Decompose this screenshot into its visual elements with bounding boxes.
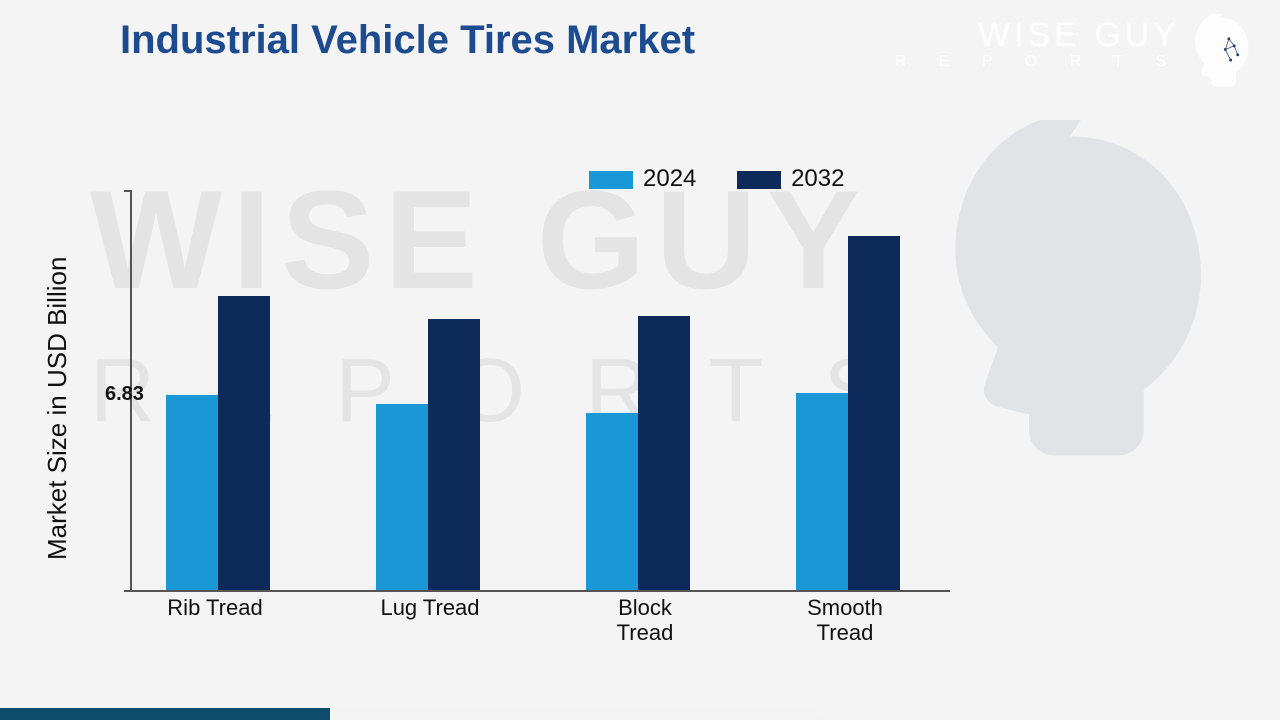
watermark-head-icon <box>900 120 1240 480</box>
bar-group <box>790 190 910 590</box>
bar-2032 <box>428 319 480 590</box>
bar-group <box>580 190 700 590</box>
bar-2032 <box>218 296 270 590</box>
legend-swatch-2032 <box>737 171 781 189</box>
chart-title: Industrial Vehicle Tires Market <box>120 18 695 63</box>
brand-logo: WISE GUY R E P O R T S <box>895 18 1250 70</box>
bar-value-label: 6.83 <box>105 383 144 406</box>
bar-2024 <box>166 395 218 590</box>
bar-2024 <box>796 393 848 590</box>
legend-label-2024: 2024 <box>643 165 696 192</box>
bar-2024 <box>376 404 428 590</box>
bar-group <box>370 190 490 590</box>
y-axis-label: Market Size in USD Billion <box>42 257 73 560</box>
bar-2032 <box>638 316 690 590</box>
y-tick <box>124 190 132 192</box>
bottom-accent <box>0 708 330 720</box>
legend-label-2032: 2032 <box>791 165 844 192</box>
category-label: Lug Tread <box>355 595 505 620</box>
x-axis <box>130 590 950 592</box>
bar-2024 <box>586 413 638 590</box>
category-label: Rib Tread <box>140 595 290 620</box>
logo-line1: WISE GUY <box>978 16 1180 54</box>
head-icon <box>1184 14 1256 92</box>
bar-chart: Rib TreadLug TreadBlockTreadSmoothTread … <box>130 190 950 610</box>
bar-2032 <box>848 236 900 590</box>
legend: 2024 2032 <box>555 165 844 193</box>
logo-line2: R E P O R T S <box>895 54 1180 70</box>
category-label: BlockTread <box>570 595 720 646</box>
category-label: SmoothTread <box>770 595 920 646</box>
legend-swatch-2024 <box>589 171 633 189</box>
stage: WISE GUY REPORTS Industrial Vehicle Tire… <box>0 0 1280 720</box>
bar-group <box>160 190 280 590</box>
